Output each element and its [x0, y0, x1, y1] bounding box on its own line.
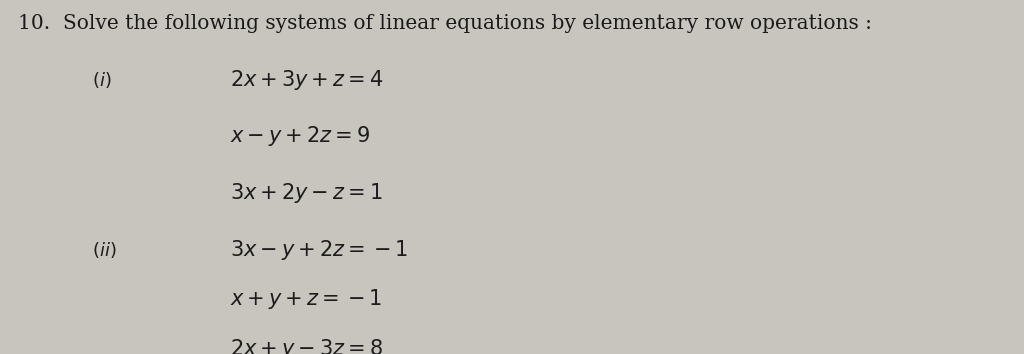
Text: $x + y + z = -1$: $x + y + z = -1$ [230, 287, 383, 311]
Text: $(i)$: $(i)$ [92, 70, 112, 90]
Text: 10.  Solve the following systems of linear equations by elementary row operation: 10. Solve the following systems of linea… [18, 14, 872, 33]
Text: $2x + y - 3z = 8$: $2x + y - 3z = 8$ [230, 337, 383, 354]
Text: $x - y + 2z = 9$: $x - y + 2z = 9$ [230, 124, 371, 148]
Text: $(ii)$: $(ii)$ [92, 240, 117, 259]
Text: $3x - y + 2z = -1$: $3x - y + 2z = -1$ [230, 238, 409, 262]
Text: $3x + 2y - z = 1$: $3x + 2y - z = 1$ [230, 181, 383, 205]
Text: $2x + 3y + z = 4$: $2x + 3y + z = 4$ [230, 68, 384, 92]
